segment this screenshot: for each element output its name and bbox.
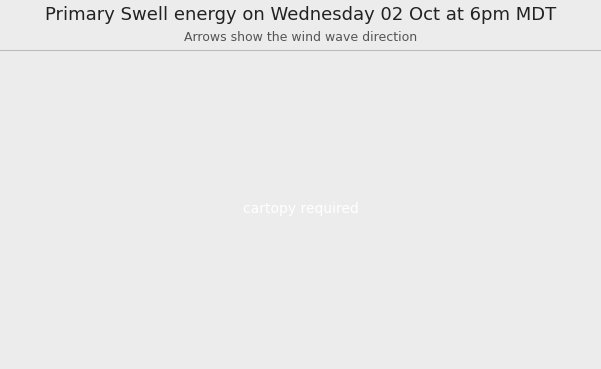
Text: cartopy required: cartopy required	[243, 203, 358, 216]
Text: Primary Swell energy on Wednesday 02 Oct at 6pm MDT: Primary Swell energy on Wednesday 02 Oct…	[45, 6, 556, 24]
Text: Arrows show the wind wave direction: Arrows show the wind wave direction	[184, 31, 417, 44]
